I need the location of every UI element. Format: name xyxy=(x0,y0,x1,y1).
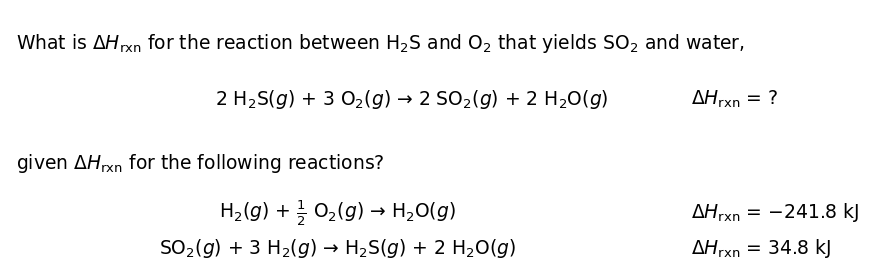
Text: $\Delta H_{\mathrm{rxn}}$ = ?: $\Delta H_{\mathrm{rxn}}$ = ? xyxy=(691,89,778,110)
Text: 2 H$_2$S($g$) + 3 O$_2$($g$) → 2 SO$_2$($g$) + 2 H$_2$O($g$): 2 H$_2$S($g$) + 3 O$_2$($g$) → 2 SO$_2$(… xyxy=(215,88,609,111)
Text: given $\Delta H_{\mathrm{rxn}}$ for the following reactions?: given $\Delta H_{\mathrm{rxn}}$ for the … xyxy=(16,152,385,175)
Text: SO$_2$($g$) + 3 H$_2$($g$) → H$_2$S($g$) + 2 H$_2$O($g$): SO$_2$($g$) + 3 H$_2$($g$) → H$_2$S($g$)… xyxy=(160,237,517,260)
Text: What is $\Delta H_{\mathrm{rxn}}$ for the reaction between H$_2$S and O$_2$ that: What is $\Delta H_{\mathrm{rxn}}$ for th… xyxy=(16,32,745,55)
Text: $\Delta H_{\mathrm{rxn}}$ = −241.8 kJ: $\Delta H_{\mathrm{rxn}}$ = −241.8 kJ xyxy=(691,201,859,224)
Text: H$_2$($g$) + $\frac{1}{2}$ O$_2$($g$) → H$_2$O($g$): H$_2$($g$) + $\frac{1}{2}$ O$_2$($g$) → … xyxy=(220,198,456,228)
Text: $\Delta H_{\mathrm{rxn}}$ = 34.8 kJ: $\Delta H_{\mathrm{rxn}}$ = 34.8 kJ xyxy=(691,237,831,260)
